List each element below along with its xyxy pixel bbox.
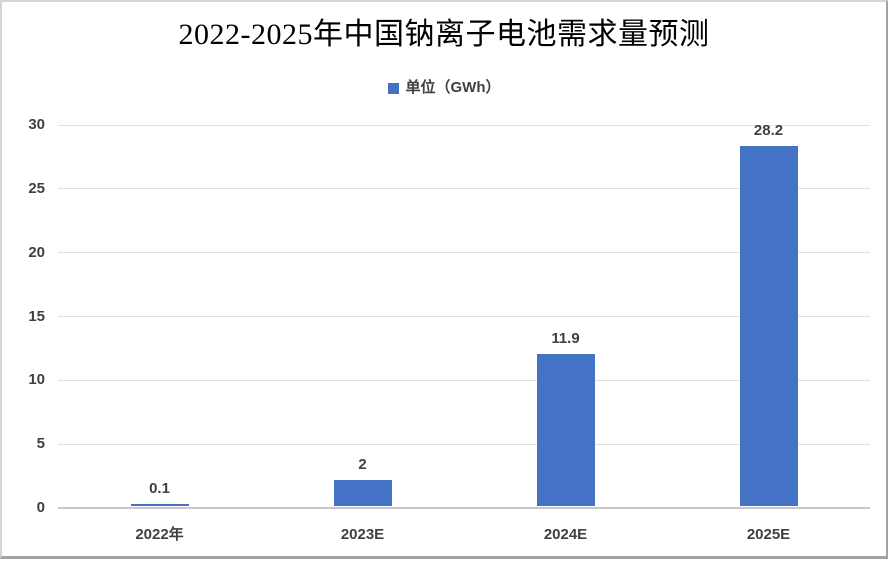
legend-label: 单位（GWh）: [405, 79, 501, 96]
y-tick-label: 20: [28, 243, 45, 261]
x-category-label: 2023E: [340, 526, 385, 543]
legend-swatch-icon: [387, 82, 399, 94]
y-tick-label: 10: [28, 371, 45, 389]
y-tick-label: 5: [36, 435, 45, 453]
gridline: [58, 443, 870, 445]
bar-2025E: [739, 145, 798, 506]
plot-area: 0 5 10 15 20 25 30 0.1 2022年 2 2023E 11.9 2024E 28.2 2…: [28, 116, 870, 543]
y-tick-label: 25: [28, 179, 45, 197]
y-tick-label: 0: [36, 499, 45, 516]
bar-2024E: [536, 354, 595, 506]
data-label: 11.9: [551, 330, 580, 348]
x-axis-line: [58, 507, 870, 509]
gridline: [58, 124, 870, 126]
gridline: [58, 252, 870, 254]
bar-2022年: [130, 504, 189, 506]
y-tick-label: 15: [28, 307, 45, 325]
chart-title: 2022-2025年中国钠离子电池需求量预测: [178, 18, 710, 51]
y-tick-label: 30: [28, 116, 45, 133]
gridline: [58, 316, 870, 317]
x-category-label: 2024E: [543, 526, 588, 543]
data-label: 2: [358, 456, 367, 474]
data-label: 28.2: [753, 121, 784, 139]
x-category-label: 2022年: [135, 526, 184, 543]
gridline: [58, 188, 870, 190]
bar-2023E: [333, 480, 392, 506]
gridline: [58, 379, 870, 381]
x-category-label: 2025E: [746, 526, 791, 543]
legend: 单位（GWh）: [2, 78, 886, 98]
data-label: 0.1: [149, 480, 170, 497]
